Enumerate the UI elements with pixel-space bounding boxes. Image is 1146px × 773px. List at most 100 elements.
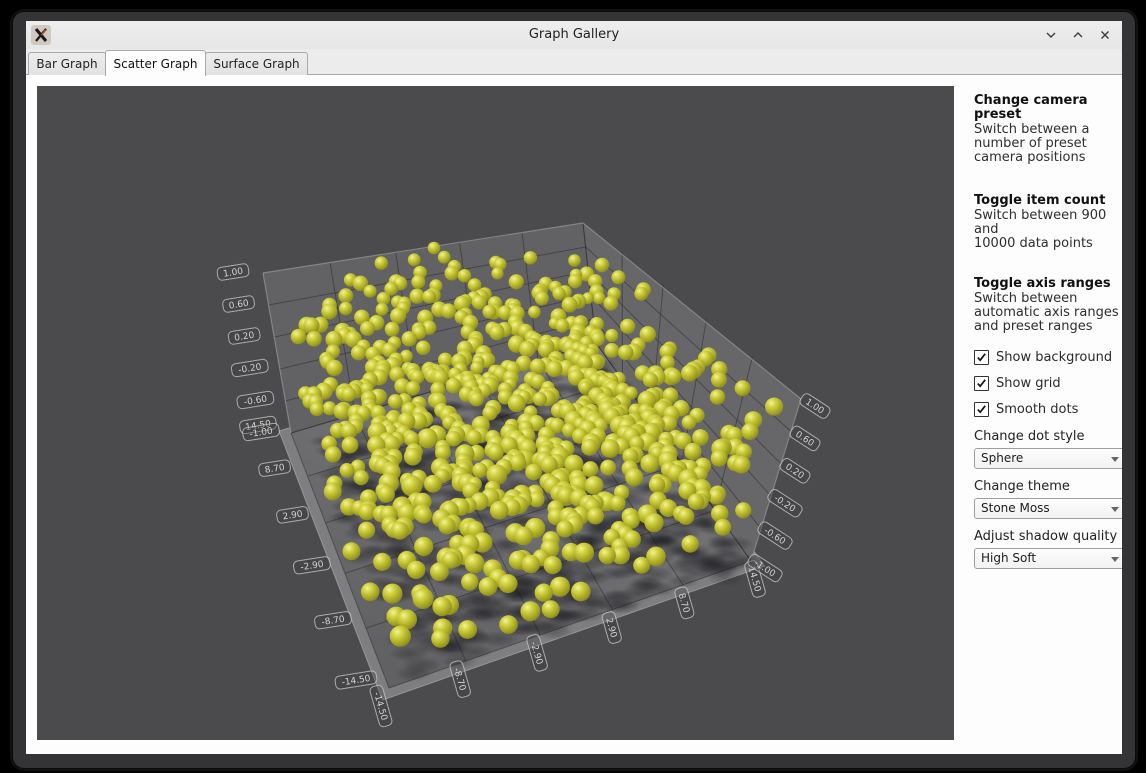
data-point xyxy=(324,446,342,463)
data-point xyxy=(618,344,634,361)
smooth-dots-checkbox[interactable]: Smooth dots xyxy=(974,396,1122,422)
data-point xyxy=(659,499,678,518)
data-point xyxy=(574,542,595,563)
checkmark-icon xyxy=(977,404,986,414)
data-point xyxy=(404,431,420,447)
data-point xyxy=(555,318,570,333)
xorg-logo-icon xyxy=(31,25,51,45)
data-point xyxy=(353,470,369,486)
axis-tick-label: -2.90 xyxy=(293,556,331,575)
data-point xyxy=(578,381,592,394)
dot-style-select[interactable]: Sphere xyxy=(974,448,1122,469)
axis-tick-label: -2.90 xyxy=(526,634,548,672)
data-point xyxy=(497,305,513,321)
data-point xyxy=(306,331,322,347)
tab-bar-graph[interactable]: Bar Graph xyxy=(28,52,106,75)
data-point xyxy=(507,394,526,413)
checkbox-label: Show background xyxy=(996,349,1113,365)
show-background-checkbox[interactable]: Show background xyxy=(974,344,1122,370)
item-count-button[interactable]: Toggle item count Switch between 900 and… xyxy=(974,194,1122,251)
data-point xyxy=(401,331,417,347)
data-point xyxy=(339,301,353,316)
data-point xyxy=(470,361,484,375)
data-point xyxy=(405,381,421,396)
data-point xyxy=(401,475,423,497)
data-point xyxy=(538,341,554,358)
data-point xyxy=(390,307,407,324)
data-point xyxy=(487,444,504,461)
data-point xyxy=(714,518,732,536)
camera-preset-button[interactable]: Change camera preset Switch between a nu… xyxy=(974,94,1122,165)
data-point xyxy=(521,554,540,574)
scatter-3d-view[interactable]: -14.50 -8.70 -2.90 2.90 8.70 14.50 -14.50 -8.70… xyxy=(37,86,954,740)
axis-tick-label: -0.20 xyxy=(230,358,269,378)
data-point xyxy=(390,521,409,540)
data-point xyxy=(609,495,626,512)
minimize-button[interactable] xyxy=(1042,26,1060,44)
data-point xyxy=(407,560,426,580)
data-point xyxy=(417,428,438,449)
data-point xyxy=(467,278,482,292)
data-point xyxy=(341,387,357,402)
data-point xyxy=(528,491,545,508)
svg-text:1.00: 1.00 xyxy=(223,267,245,280)
button-description: Switch between 900 and 10000 data points xyxy=(974,208,1107,251)
data-point xyxy=(534,583,553,602)
show-grid-checkbox[interactable]: Show grid xyxy=(974,370,1122,396)
data-point xyxy=(430,562,449,582)
data-point xyxy=(469,392,484,407)
data-point xyxy=(415,340,431,356)
data-point xyxy=(584,476,604,495)
button-title: Change camera preset xyxy=(974,93,1088,122)
data-point xyxy=(605,328,619,343)
data-point xyxy=(373,552,392,572)
tab-scatter-graph[interactable]: Scatter Graph xyxy=(105,50,206,76)
scatter-dots xyxy=(290,241,784,648)
svg-text:0.60: 0.60 xyxy=(228,299,250,312)
data-point xyxy=(412,588,434,609)
data-point xyxy=(499,615,518,634)
shadow-quality-select[interactable]: High Soft xyxy=(974,548,1122,569)
data-point xyxy=(708,488,725,505)
checkbox-box xyxy=(974,349,989,365)
data-point xyxy=(681,535,699,553)
svg-text:-0.20: -0.20 xyxy=(238,362,263,376)
data-point xyxy=(644,513,664,533)
data-point xyxy=(611,270,626,285)
close-button[interactable] xyxy=(1096,26,1114,44)
axis-tick-label: -0.60 xyxy=(236,390,275,410)
data-point xyxy=(376,292,391,306)
axis-tick-label: 0.60 xyxy=(222,295,255,313)
axis-ranges-button[interactable]: Toggle axis ranges Switch between automa… xyxy=(974,277,1122,334)
data-point xyxy=(498,574,518,594)
data-point xyxy=(571,581,591,602)
data-point xyxy=(441,551,460,569)
maximize-button[interactable] xyxy=(1069,26,1087,44)
data-point xyxy=(509,454,527,472)
tab-label: Surface Graph xyxy=(213,57,300,71)
data-point xyxy=(552,286,566,301)
data-point xyxy=(440,303,457,319)
data-point xyxy=(341,436,359,454)
data-point xyxy=(564,454,584,474)
window-frame: Graph Gallery Bar Graph Scatter Graph xyxy=(12,11,1136,769)
data-point xyxy=(711,504,729,523)
axis-tick-label: 8.70 xyxy=(674,586,695,620)
theme-select[interactable]: Stone Moss xyxy=(974,498,1122,519)
data-point xyxy=(568,254,581,267)
data-point xyxy=(482,304,497,319)
axis-tick-label: 1.00 xyxy=(216,263,250,281)
data-point xyxy=(709,389,726,405)
data-point xyxy=(333,403,350,420)
data-point xyxy=(414,536,434,557)
data-point xyxy=(445,377,462,394)
data-point xyxy=(389,366,405,383)
data-point xyxy=(692,429,709,446)
svg-text:-1.00: -1.00 xyxy=(249,426,274,440)
checkmark-icon xyxy=(977,352,986,362)
tab-surface-graph[interactable]: Surface Graph xyxy=(205,52,308,75)
title-bar[interactable]: Graph Gallery xyxy=(26,21,1122,50)
data-point xyxy=(687,493,705,511)
data-point xyxy=(611,546,630,565)
axis-tick-label: 0.20 xyxy=(227,327,261,345)
